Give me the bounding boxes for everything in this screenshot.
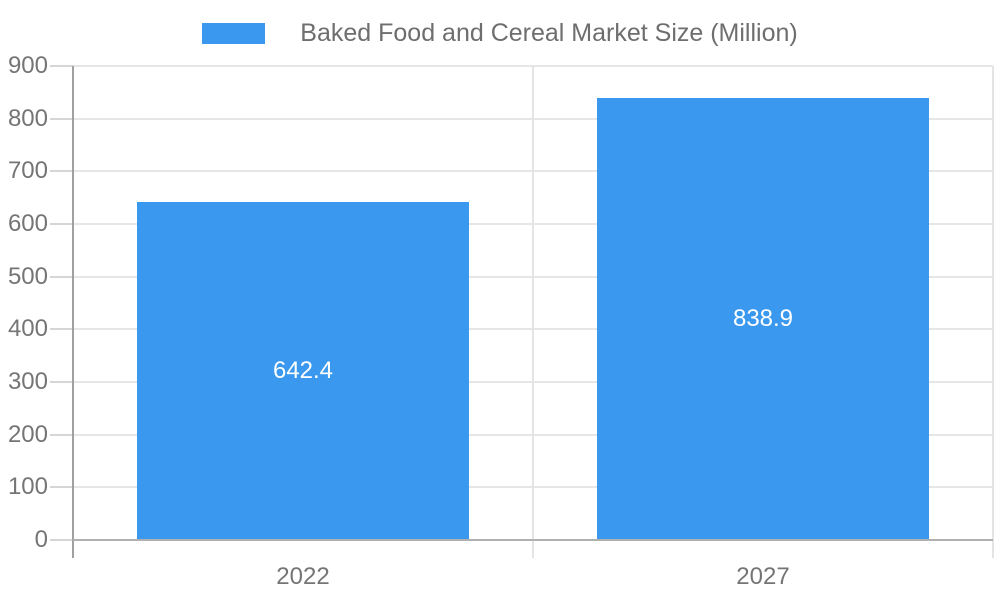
y-axis-label: 100 [7,473,48,500]
y-axis-tick [50,223,73,225]
y-axis-label: 200 [7,421,48,448]
x-axis-label: 2022 [276,563,330,590]
y-axis-tick [50,118,73,120]
y-axis-tick [50,276,73,278]
y-axis-label: 900 [7,52,48,79]
bar[interactable] [137,202,469,540]
y-axis-label: 0 [34,526,48,553]
y-axis-tick [50,539,73,541]
y-axis-label: 500 [7,263,48,290]
y-axis-tick [50,486,73,488]
y-axis-label: 300 [7,368,48,395]
legend-item[interactable]: Baked Food and Cereal Market Size (Milli… [202,18,798,48]
y-axis-label: 800 [7,105,48,132]
plot-area: 0 100 200 300 400 500 600 700 800 900 642.4 2022 838… [8,52,994,590]
y-axis-tick [50,65,73,67]
x-axis-baseline [73,539,993,541]
bar-value-label: 838.9 [732,305,794,332]
legend-swatch-icon [202,22,266,44]
y-axis-label: 400 [7,315,48,342]
plot-right-border [992,66,994,558]
bar[interactable] [597,98,929,540]
y-axis-tick [50,381,73,383]
legend: Baked Food and Cereal Market Size (Milli… [0,18,1000,48]
x-axis-label: 2027 [736,563,790,590]
bar-value-label: 642.4 [272,357,334,384]
y-axis-tick [50,328,73,330]
category-divider-line [532,66,534,558]
legend-label: Baked Food and Cereal Market Size (Milli… [300,18,798,47]
y-axis-line [72,66,74,558]
y-axis-tick [50,434,73,436]
y-axis-label: 600 [7,210,48,237]
y-axis-tick [50,170,73,172]
y-axis-label: 700 [7,157,48,184]
